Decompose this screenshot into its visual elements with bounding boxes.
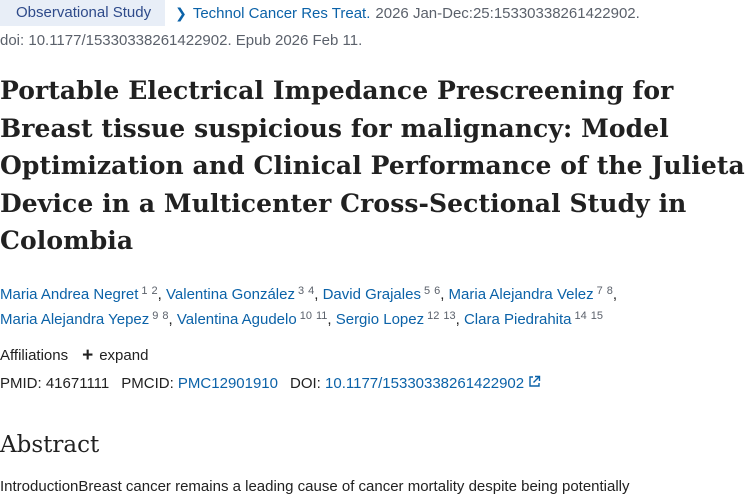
author-link[interactable]: Sergio Lopez (335, 311, 425, 328)
journal-link[interactable]: Technol Cancer Res Treat. (192, 4, 371, 22)
doi-link[interactable]: 10.1177/15330338261422902 (325, 375, 525, 392)
author-item: Sergio Lopez 12 13 (335, 310, 456, 329)
chevron-right-icon: ❯ (175, 4, 187, 21)
article-header-line: Observational Study ❯ Technol Cancer Res… (0, 0, 640, 26)
author-link[interactable]: Valentina Agudelo (176, 311, 297, 328)
author-affiliation-refs[interactable]: 12 13 (427, 310, 456, 322)
plus-icon: + (82, 345, 94, 366)
author-link[interactable]: Clara Piedrahita (463, 311, 572, 328)
identifiers-row: PMID: 41671111 PMCID: PMC12901910 DOI: 1… (0, 375, 541, 392)
abstract-heading: Abstract (0, 432, 100, 458)
authors-list: Maria Andrea Negret 1 2, Valentina Gonzále… (0, 285, 618, 329)
author-link[interactable]: David Grajales (322, 286, 421, 303)
expand-affiliations-button[interactable]: + expand (82, 346, 148, 365)
author-item: Valentina Agudelo 10 11 (176, 310, 328, 329)
author-link[interactable]: Maria Alejandra Velez (448, 286, 594, 303)
article-title: Portable Electrical Impedance Prescreeni… (0, 76, 745, 255)
publication-type-badge: Observational Study (0, 0, 166, 26)
doi-label: DOI: (290, 375, 321, 392)
doi-epub-line: doi: 10.1177/15330338261422902. Epub 202… (0, 32, 363, 49)
author-item: David Grajales 5 6 (322, 285, 441, 304)
author-link[interactable]: Maria Alejandra Yepez (0, 311, 150, 328)
author-affiliation-refs[interactable]: 14 15 (574, 310, 604, 322)
author-affiliation-refs[interactable]: 10 11 (299, 310, 328, 322)
author-link[interactable]: Valentina González (166, 286, 295, 303)
author-item: Maria Alejandra Velez 7 8 (448, 285, 613, 304)
author-link[interactable]: Maria Andrea Negret (0, 286, 139, 303)
journal-citation: ❯ Technol Cancer Res Treat. 2026 Jan-Dec… (175, 5, 640, 22)
pmid-label: PMID: (0, 375, 42, 392)
pmcid-label: PMCID: (121, 375, 174, 392)
affiliations-row: Affiliations + expand (0, 346, 148, 365)
pmid-value: 41671111 (45, 375, 110, 392)
author-item: Maria Andrea Negret 1 2 (0, 285, 158, 304)
affiliations-label: Affiliations (0, 347, 69, 364)
citation-details: 2026 Jan-Dec:25:15330338261422902. (375, 4, 640, 22)
external-link-icon[interactable] (528, 375, 541, 392)
abstract-text: IntroductionBreast cancer remains a lead… (0, 478, 630, 495)
author-item: Maria Alejandra Yepez 9 8 (0, 310, 169, 329)
expand-label: expand (99, 347, 149, 364)
pmcid-link[interactable]: PMC12901910 (177, 375, 278, 392)
author-item: Clara Piedrahita 14 15 (463, 310, 604, 329)
author-item: Valentina González 3 4 (166, 285, 315, 304)
